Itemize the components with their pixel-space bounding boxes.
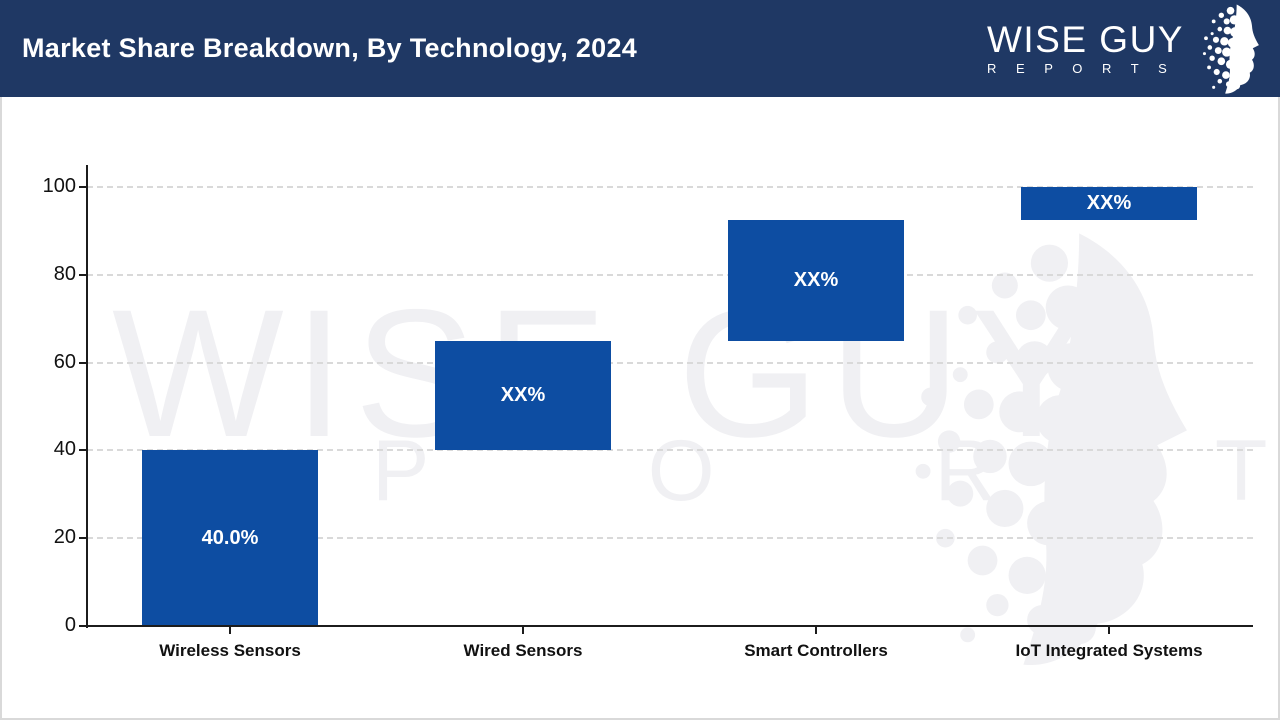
y-axis-tick-mark	[79, 537, 87, 540]
brand-logo-text: WISE GUY R E P O R T S	[987, 21, 1184, 76]
y-axis-tick-label: 40	[53, 438, 76, 461]
y-axis-tick-mark	[79, 449, 87, 452]
gridline	[87, 449, 1253, 452]
header: Market Share Breakdown, By Technology, 2…	[0, 0, 1280, 97]
gridline	[87, 361, 1253, 364]
page-border-right	[1278, 97, 1280, 720]
bar-value-label: XX%	[793, 268, 839, 291]
gridline	[87, 273, 1253, 276]
bar-smart-controllers: XX%	[728, 219, 904, 341]
brand-logo: WISE GUY R E P O R T S	[987, 3, 1270, 95]
y-axis-tick-mark	[79, 361, 87, 364]
y-axis-tick-label: 0	[64, 614, 76, 636]
gridline	[87, 537, 1253, 540]
bar-wireless-sensors: 40.0%	[142, 450, 318, 626]
dotted-head-icon	[1202, 4, 1259, 94]
brand-name: WISE GUY	[986, 19, 1184, 60]
page-title: Market Share Breakdown, By Technology, 2…	[22, 33, 638, 63]
x-axis-line	[86, 625, 1253, 627]
page-border-left	[0, 97, 2, 720]
y-axis-tick-mark	[79, 273, 87, 276]
x-axis-tick-mark	[522, 626, 524, 634]
page-border-bottom	[0, 718, 1280, 720]
x-axis-category-label: Wireless Sensors	[159, 641, 301, 660]
y-axis-tick-mark	[79, 186, 87, 188]
brand-subtitle: R E P O R T S	[986, 61, 1175, 76]
x-axis-category-label: IoT Integrated Systems	[1015, 641, 1203, 660]
y-axis-tick-label: 60	[53, 350, 76, 373]
y-axis-tick-label: 20	[53, 526, 76, 549]
bar-value-label: XX%	[500, 384, 546, 407]
y-axis-tick-label: 100	[42, 175, 76, 197]
x-axis-category-label: Wired Sensors	[463, 641, 583, 660]
y-axis-line	[86, 165, 88, 628]
x-axis-tick-mark	[1108, 626, 1110, 634]
bar-value-label: XX%	[1086, 191, 1132, 214]
y-axis-tick-mark	[79, 625, 87, 627]
bar-iot-integrated-systems: XX%	[1021, 187, 1197, 220]
gridline	[87, 186, 1253, 188]
bar-wired-sensors: XX%	[435, 340, 611, 451]
y-axis-tick-label: 80	[53, 262, 76, 285]
bar-value-label: 40.0%	[201, 526, 259, 549]
x-axis-tick-mark	[229, 626, 231, 634]
x-axis-category-label: Smart Controllers	[744, 641, 888, 660]
x-axis-tick-mark	[815, 626, 817, 634]
